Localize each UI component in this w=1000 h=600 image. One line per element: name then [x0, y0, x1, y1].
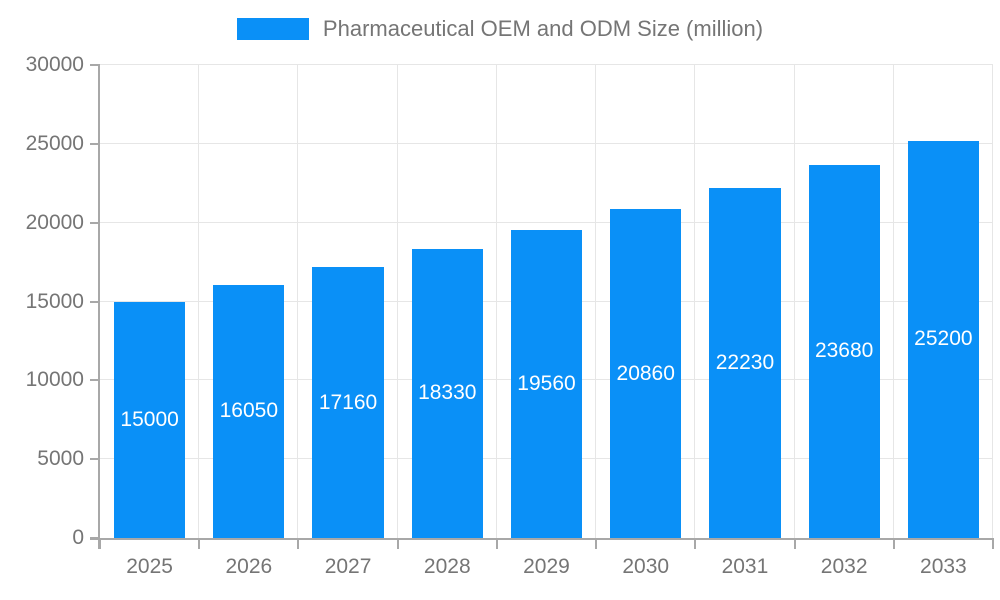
y-axis-tick-label: 15000 [25, 289, 84, 313]
bar-2031: 22230 [709, 187, 781, 538]
gridline-vertical [694, 65, 696, 538]
gridline-vertical [198, 65, 200, 538]
gridline-horizontal [100, 64, 993, 65]
x-axis-tick [992, 538, 994, 549]
gridline-vertical [992, 65, 993, 538]
x-axis-tick [396, 538, 399, 549]
x-axis-label-2029: 2029 [523, 555, 570, 578]
bar-value-label: 18330 [418, 381, 477, 405]
x-axis-label-2028: 2028 [423, 555, 471, 578]
gridline-vertical [892, 65, 894, 538]
bar-2030: 20860 [610, 209, 682, 538]
gridline-vertical [595, 65, 597, 538]
bar-value-label: 15000 [120, 407, 179, 431]
x-axis-tick [595, 538, 598, 549]
y-axis-tick [90, 64, 100, 66]
x-axis-label-2033: 2033 [920, 555, 967, 578]
bar-2028: 18330 [411, 248, 483, 538]
legend-label: Pharmaceutical OEM and ODM Size (million… [322, 16, 764, 41]
bar-2027: 17160 [312, 267, 384, 538]
bar-value-label: 22230 [715, 350, 775, 374]
x-axis-label-2030: 2030 [622, 555, 670, 578]
x-axis-tick [495, 538, 498, 549]
x-axis-tick [892, 538, 895, 549]
y-axis-tick-label: 5000 [37, 447, 84, 471]
gridline-vertical [396, 65, 398, 538]
y-axis-tick [90, 537, 100, 539]
y-axis-tick-label: 20000 [25, 210, 84, 234]
x-axis-tick [198, 538, 201, 549]
y-axis-tick [90, 300, 100, 303]
x-axis-label-2032: 2032 [820, 555, 868, 578]
bar-value-label: 20860 [616, 361, 675, 385]
y-axis-tick [90, 458, 100, 461]
bar-value-label: 17160 [318, 390, 378, 414]
x-axis-tick [694, 538, 697, 549]
y-axis-line [98, 65, 100, 549]
x-axis-tick [793, 538, 796, 549]
bar-2033: 25200 [907, 140, 979, 538]
bar-value-label: 25200 [914, 327, 973, 351]
gridline-vertical [793, 65, 795, 538]
gridline-horizontal [100, 142, 993, 144]
x-axis-tick [99, 538, 101, 549]
x-axis-label-2025: 2025 [126, 555, 173, 578]
gridline-vertical [495, 65, 497, 538]
x-axis-line [90, 538, 993, 540]
y-axis-tick [90, 221, 100, 224]
bar-value-label: 16050 [219, 399, 279, 423]
gridline-horizontal [100, 221, 993, 223]
bar-2025: 15000 [114, 301, 186, 538]
bar-value-label: 19560 [517, 371, 576, 395]
gridline-vertical [297, 65, 299, 538]
x-axis-label-2027: 2027 [324, 555, 372, 578]
bar-2026: 16050 [213, 284, 285, 538]
bar-2029: 19560 [510, 229, 583, 538]
y-axis-tick-label: 30000 [25, 53, 84, 76]
y-axis-tick-label: 25000 [25, 131, 84, 155]
legend-swatch [236, 18, 309, 40]
bar-2032: 23680 [808, 164, 880, 538]
y-axis-tick-label: 0 [72, 526, 84, 549]
x-axis-tick [297, 538, 300, 549]
y-axis-tick [90, 142, 100, 145]
y-axis-tick-label: 10000 [25, 368, 84, 392]
x-axis-label-2026: 2026 [225, 555, 273, 578]
x-axis-label-2031: 2031 [721, 555, 769, 578]
y-axis-tick [90, 379, 100, 382]
legend: Pharmaceutical OEM and ODM Size (million… [0, 15, 1000, 43]
bar-value-label: 23680 [814, 339, 874, 363]
